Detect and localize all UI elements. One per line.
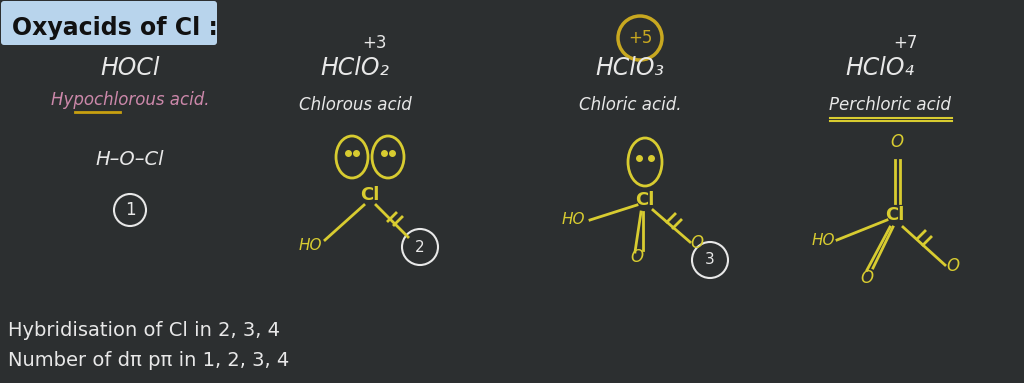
Text: H–O–Cl: H–O–Cl [96,150,164,169]
FancyBboxPatch shape [1,1,217,45]
Text: Hybridisation of Cl in 2, 3, 4: Hybridisation of Cl in 2, 3, 4 [8,321,280,339]
Text: Cl: Cl [886,206,904,224]
Text: HClO₂: HClO₂ [321,56,389,80]
Text: +7: +7 [893,34,918,52]
Text: HO: HO [298,238,322,253]
Text: O: O [860,269,873,287]
Text: HClO₃: HClO₃ [596,56,665,80]
Text: Chlorous acid: Chlorous acid [299,96,412,114]
Text: Chloric acid.: Chloric acid. [579,96,681,114]
Text: 2: 2 [415,239,425,254]
Text: Cl: Cl [360,186,380,204]
Text: Perchloric acid: Perchloric acid [829,96,951,114]
Text: Hypochlorous acid.: Hypochlorous acid. [51,91,209,109]
Text: 1: 1 [125,201,135,219]
Text: HOCl: HOCl [100,56,160,80]
Text: HClO₄: HClO₄ [846,56,914,80]
Text: O: O [690,234,703,252]
Text: O: O [631,248,643,266]
Text: Number of dπ pπ in 1, 2, 3, 4: Number of dπ pπ in 1, 2, 3, 4 [8,350,289,370]
Text: 3: 3 [706,252,715,267]
Text: Cl: Cl [635,191,654,209]
Text: +5: +5 [628,29,652,47]
Text: Oxyacids of Cl :: Oxyacids of Cl : [12,16,218,40]
Text: O: O [891,133,903,151]
Text: O: O [946,257,959,275]
Text: HO: HO [561,212,585,227]
Text: +3: +3 [362,34,387,52]
Text: HO: HO [811,233,835,248]
